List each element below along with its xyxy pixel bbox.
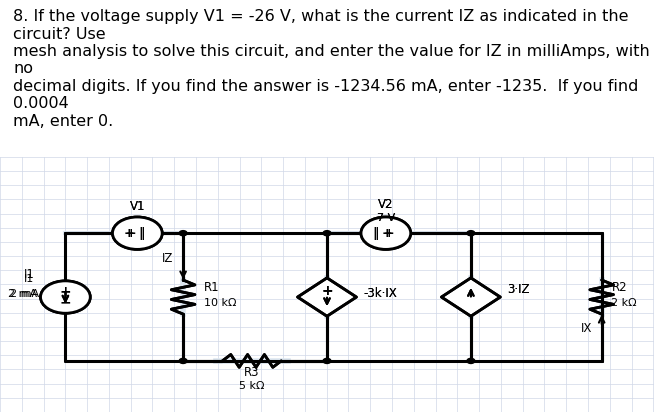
Text: | +: | + <box>373 227 392 240</box>
Circle shape <box>41 281 90 313</box>
Circle shape <box>112 217 162 249</box>
Polygon shape <box>298 278 356 316</box>
Polygon shape <box>441 278 500 316</box>
Text: IX: IX <box>581 322 592 335</box>
Polygon shape <box>441 278 500 316</box>
Text: 7 V: 7 V <box>377 213 395 223</box>
Circle shape <box>323 358 331 363</box>
Text: +: + <box>321 284 333 297</box>
Text: V2: V2 <box>378 198 394 211</box>
Text: | +: | + <box>375 227 394 240</box>
Circle shape <box>361 217 411 249</box>
Circle shape <box>323 231 331 236</box>
Text: R3: R3 <box>244 366 260 379</box>
Text: 8. If the voltage supply V1 = -26 V, what is the current IZ as indicated in the : 8. If the voltage supply V1 = -26 V, wha… <box>13 9 650 129</box>
Text: 7 V: 7 V <box>377 213 395 223</box>
Text: −: − <box>60 295 71 309</box>
Text: -3k·IX: -3k·IX <box>363 287 397 300</box>
Circle shape <box>361 217 411 249</box>
Text: V1: V1 <box>129 200 145 213</box>
Text: + |: + | <box>126 227 146 240</box>
Text: R2: R2 <box>611 281 627 294</box>
Text: -3k·IX: -3k·IX <box>363 287 397 300</box>
Text: +: + <box>321 284 333 297</box>
Circle shape <box>467 358 475 363</box>
Text: 2 mA: 2 mA <box>9 289 37 299</box>
Text: 2 kΩ: 2 kΩ <box>611 297 637 308</box>
Text: 5 kΩ: 5 kΩ <box>239 381 264 391</box>
Circle shape <box>179 231 187 236</box>
Text: IZ: IZ <box>162 252 173 265</box>
Text: +: + <box>60 285 71 299</box>
Circle shape <box>112 217 162 249</box>
Text: 3·IZ: 3·IZ <box>507 283 529 296</box>
Text: V2: V2 <box>378 198 394 211</box>
Text: V1: V1 <box>129 200 145 213</box>
Circle shape <box>467 231 475 236</box>
Text: 10 kΩ: 10 kΩ <box>204 297 237 308</box>
Text: 3·IZ: 3·IZ <box>507 283 529 296</box>
Text: I1: I1 <box>24 274 35 284</box>
Text: 2 mA: 2 mA <box>10 289 39 299</box>
Circle shape <box>179 358 187 363</box>
Text: I1: I1 <box>24 268 35 281</box>
Text: R1: R1 <box>204 281 220 294</box>
Polygon shape <box>298 278 356 316</box>
Text: + |: + | <box>124 227 144 240</box>
Circle shape <box>41 281 90 313</box>
